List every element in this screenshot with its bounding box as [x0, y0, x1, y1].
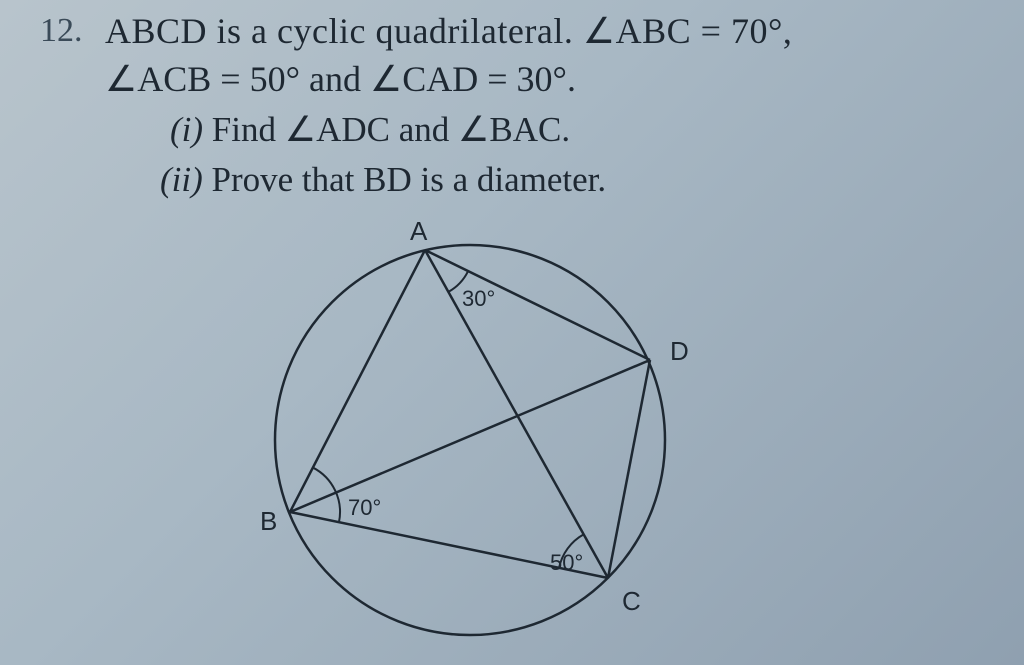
svg-text:70°: 70° — [348, 495, 381, 520]
svg-text:30°: 30° — [462, 286, 495, 311]
circle-diagram: 30° 70° 50° A D C B — [230, 200, 710, 660]
svg-text:D: D — [670, 336, 689, 366]
question-part-ii: (ii) Prove that BD is a diameter. — [160, 160, 606, 200]
svg-text:A: A — [410, 216, 428, 246]
part-ii-text: Prove that BD is a diameter. — [212, 160, 607, 199]
part-i-label: (i) — [170, 110, 203, 149]
page: 12. ABCD is a cyclic quadrilateral. ∠ABC… — [0, 0, 1024, 665]
part-i-text: Find ∠ADC and ∠BAC. — [212, 110, 570, 149]
svg-text:C: C — [622, 586, 641, 616]
question-stem-line2: ∠ACB = 50° and ∠CAD = 30°. — [105, 58, 576, 100]
svg-text:50°: 50° — [550, 550, 583, 575]
question-stem-line1: ABCD is a cyclic quadrilateral. ∠ABC = 7… — [105, 10, 792, 52]
question-part-i: (i) Find ∠ADC and ∠BAC. — [170, 110, 570, 150]
diagram-svg: 30° 70° 50° A D C B — [230, 200, 710, 660]
question-number: 12. — [40, 12, 83, 50]
svg-text:B: B — [260, 506, 277, 536]
part-ii-label: (ii) — [160, 160, 203, 199]
